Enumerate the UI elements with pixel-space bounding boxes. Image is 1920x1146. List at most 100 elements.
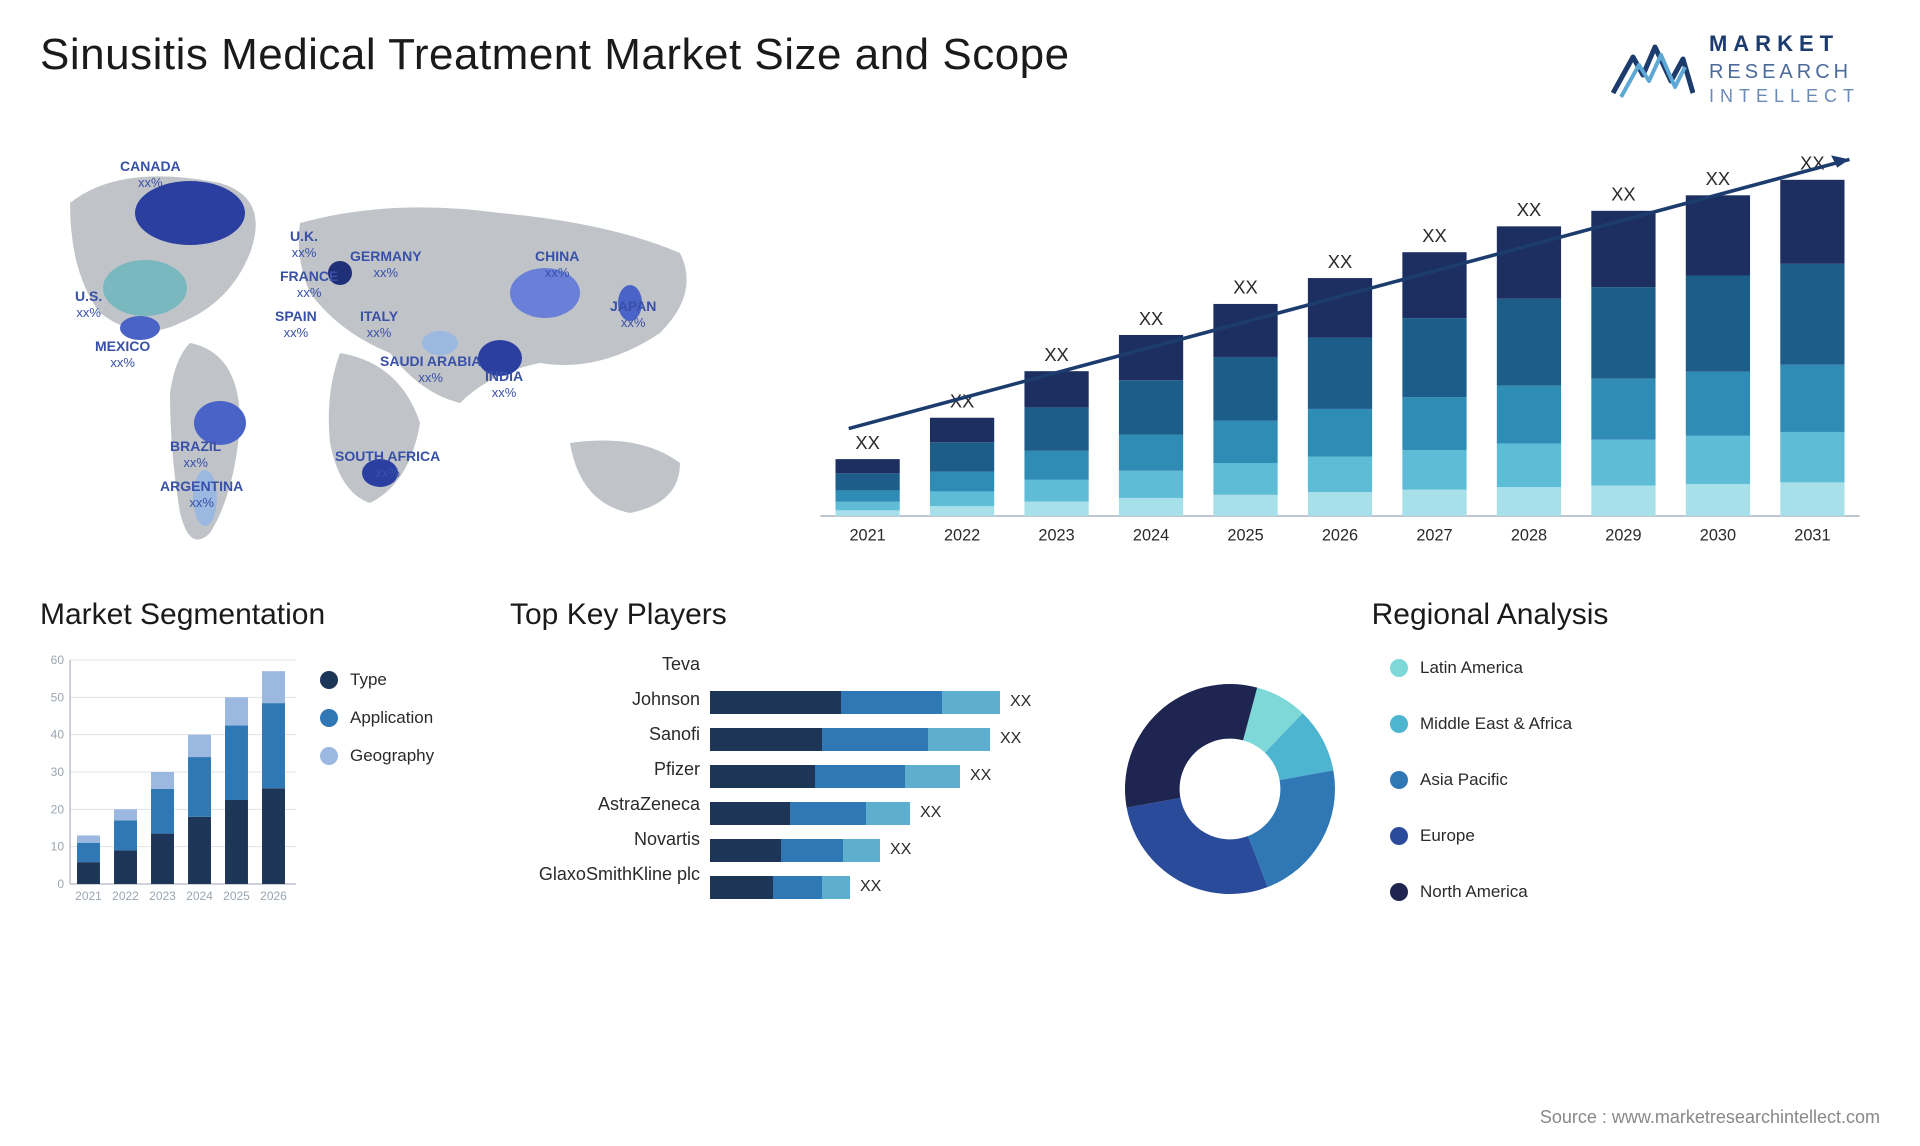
player-bar-segment: [841, 691, 943, 714]
svg-text:50: 50: [51, 690, 65, 704]
svg-text:10: 10: [51, 840, 65, 854]
players-body: TevaJohnsonSanofiPfizerAstraZenecaNovart…: [510, 650, 1070, 928]
players-title: Top Key Players: [510, 598, 1070, 632]
legend-item: Asia Pacific: [1390, 770, 1880, 790]
player-bar: [710, 765, 960, 788]
regional-panel: Regional Analysis Latin America Middle Ea…: [1100, 598, 1880, 928]
legend-label: North America: [1420, 882, 1528, 902]
legend-item: Latin America: [1390, 658, 1880, 678]
legend-item: Application: [320, 708, 480, 728]
svg-text:2021: 2021: [75, 889, 102, 903]
regional-body: Latin America Middle East & Africa Asia Pa…: [1100, 650, 1880, 928]
player-name: Johnson: [510, 689, 700, 710]
svg-text:2021: 2021: [849, 526, 885, 544]
legend-item: Geography: [320, 746, 480, 766]
map-label: SOUTH AFRICAxx%: [335, 448, 440, 481]
segmentation-panel: Market Segmentation 01020304050602021202…: [40, 598, 480, 928]
legend-label: Geography: [350, 746, 434, 766]
player-bar-segment: [942, 691, 1000, 714]
player-bar-row: XX: [710, 728, 1070, 751]
svg-text:2023: 2023: [149, 889, 176, 903]
svg-text:XX: XX: [1139, 308, 1163, 329]
player-name: Sanofi: [510, 724, 700, 745]
map-label: CHINAxx%: [535, 248, 579, 281]
legend-swatch-icon: [1390, 883, 1408, 901]
player-name: GlaxoSmithKline plc: [510, 864, 700, 885]
bottom-row: Market Segmentation 01020304050602021202…: [40, 598, 1880, 928]
svg-text:XX: XX: [1044, 344, 1068, 365]
map-label: JAPANxx%: [610, 298, 656, 331]
map-label: BRAZILxx%: [170, 438, 221, 471]
svg-text:2025: 2025: [223, 889, 250, 903]
map-label: SAUDI ARABIAxx%: [380, 353, 481, 386]
map-label: GERMANYxx%: [350, 248, 422, 281]
map-label: FRANCExx%: [280, 268, 338, 301]
map-label: ARGENTINAxx%: [160, 478, 243, 511]
page-title: Sinusitis Medical Treatment Market Size …: [40, 30, 1070, 80]
legend-swatch-icon: [320, 747, 338, 765]
legend-swatch-icon: [1390, 659, 1408, 677]
players-names: TevaJohnsonSanofiPfizerAstraZenecaNovart…: [510, 650, 700, 885]
legend-item: North America: [1390, 882, 1880, 902]
player-value: XX: [970, 767, 991, 785]
growth-chart-panel: 2021XX2022XX2023XX2024XX2025XX2026XX2027…: [800, 138, 1880, 568]
legend-swatch-icon: [1390, 771, 1408, 789]
legend-label: Type: [350, 670, 387, 690]
svg-text:2026: 2026: [260, 889, 287, 903]
svg-text:30: 30: [51, 765, 65, 779]
map-label: U.S.xx%: [75, 288, 102, 321]
legend-item: Middle East & Africa: [1390, 714, 1880, 734]
segmentation-svg: 0102030405060202120222023202420252026: [40, 650, 300, 910]
player-bar: [710, 802, 910, 825]
player-value: XX: [920, 804, 941, 822]
regional-title: Regional Analysis: [1100, 598, 1880, 632]
player-value: XX: [1000, 730, 1021, 748]
player-bar-segment: [822, 728, 928, 751]
svg-text:XX: XX: [1517, 199, 1541, 220]
legend-swatch-icon: [320, 709, 338, 727]
world-map-panel: CANADAxx%U.S.xx%MEXICOxx%BRAZILxx%ARGENT…: [40, 138, 740, 568]
legend-label: Middle East & Africa: [1420, 714, 1572, 734]
player-bar-row: XX: [710, 691, 1070, 714]
legend-label: Application: [350, 708, 433, 728]
player-bar: [710, 876, 850, 899]
svg-text:2029: 2029: [1605, 526, 1641, 544]
player-name: AstraZeneca: [510, 794, 700, 815]
segmentation-legend: Type Application Geography: [320, 650, 480, 928]
svg-text:2026: 2026: [1322, 526, 1358, 544]
svg-text:2024: 2024: [1133, 526, 1169, 544]
player-name: Teva: [510, 654, 700, 675]
svg-text:0: 0: [57, 877, 64, 891]
map-label: CANADAxx%: [120, 158, 181, 191]
svg-text:2028: 2028: [1511, 526, 1547, 544]
svg-text:2022: 2022: [944, 526, 980, 544]
svg-text:2025: 2025: [1227, 526, 1263, 544]
player-bar-row: [710, 654, 1070, 677]
logo-text-line2: RESEARCH: [1709, 59, 1860, 85]
players-panel: Top Key Players TevaJohnsonSanofiPfizerA…: [510, 598, 1070, 928]
player-value: XX: [890, 841, 911, 859]
player-bar-segment: [928, 728, 990, 751]
logo-text-line3: INTELLECT: [1709, 85, 1860, 108]
legend-item: Type: [320, 670, 480, 690]
svg-text:XX: XX: [1706, 168, 1730, 189]
svg-text:60: 60: [51, 653, 65, 667]
player-name: Novartis: [510, 829, 700, 850]
svg-text:2027: 2027: [1416, 526, 1452, 544]
player-bar-segment: [710, 839, 781, 862]
page-root: Sinusitis Medical Treatment Market Size …: [0, 0, 1920, 1146]
growth-chart-svg: 2021XX2022XX2023XX2024XX2025XX2026XX2027…: [800, 138, 1880, 568]
svg-text:XX: XX: [1422, 225, 1446, 246]
svg-text:2024: 2024: [186, 889, 213, 903]
player-bar-segment: [843, 839, 880, 862]
player-bar: [710, 839, 880, 862]
legend-label: Latin America: [1420, 658, 1523, 678]
player-value: XX: [1010, 693, 1031, 711]
player-bar-row: XX: [710, 876, 1070, 899]
legend-label: Asia Pacific: [1420, 770, 1508, 790]
player-bar-row: XX: [710, 839, 1070, 862]
legend-swatch-icon: [1390, 827, 1408, 845]
player-bar-segment: [815, 765, 905, 788]
logo-mark-icon: [1611, 37, 1695, 101]
map-label: SPAINxx%: [275, 308, 317, 341]
